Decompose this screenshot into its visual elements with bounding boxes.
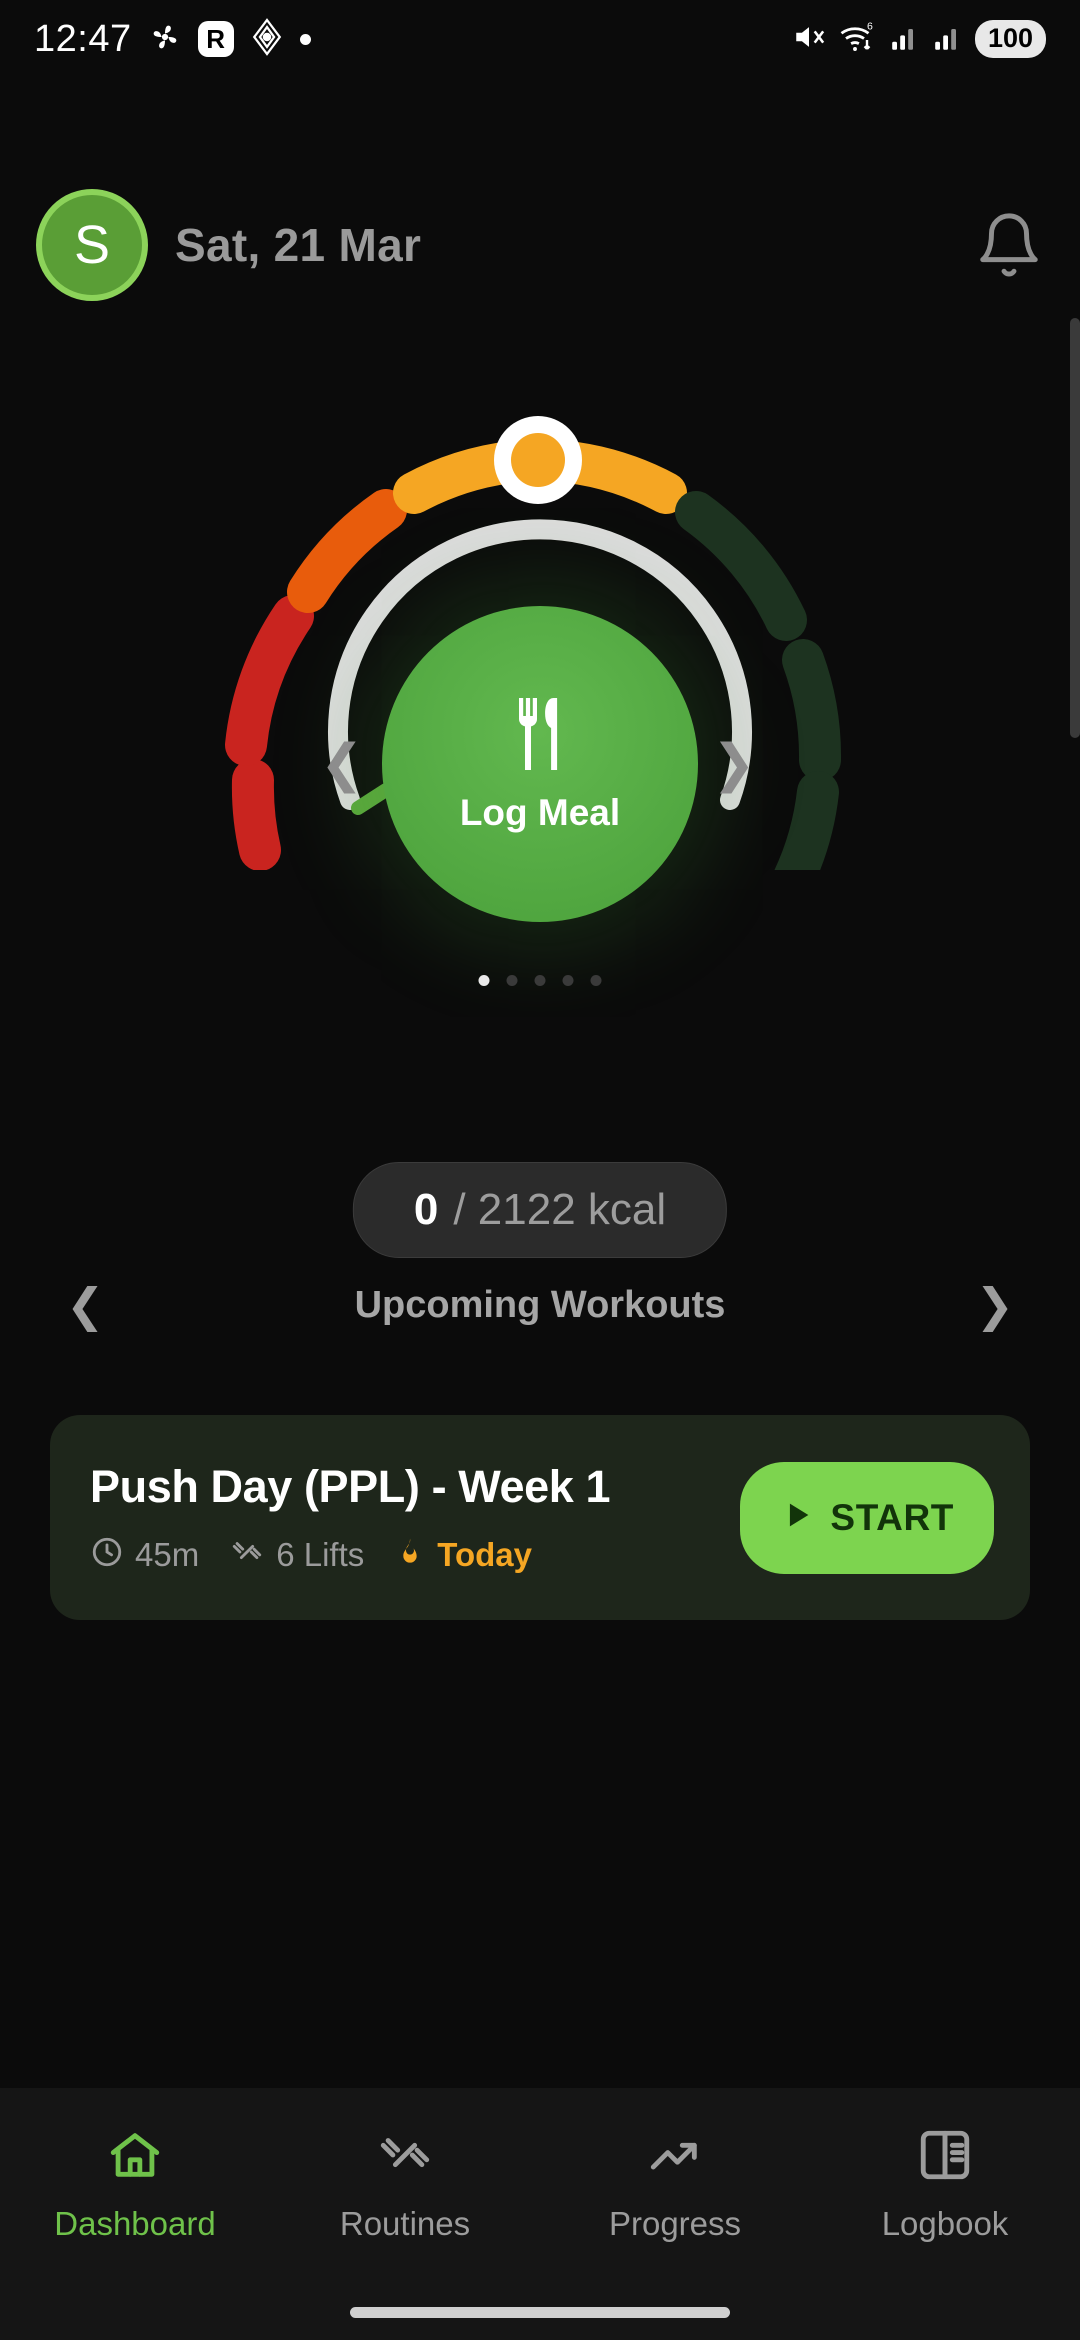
workout-when-label: Today xyxy=(437,1535,532,1573)
carousel-dot[interactable] xyxy=(478,975,490,986)
clock-icon xyxy=(90,1535,124,1574)
workout-duration: 45m xyxy=(90,1535,199,1574)
log-meal-button[interactable]: Log Meal xyxy=(382,606,698,922)
dot-icon xyxy=(299,33,311,45)
workout-lifts-label: 6 Lifts xyxy=(276,1535,365,1573)
workout-meta: 45m 6 Lifts Today xyxy=(90,1535,740,1574)
calories-goal: / 2122 kcal xyxy=(453,1185,667,1234)
signal-icon xyxy=(932,21,964,58)
cutlery-icon xyxy=(503,695,577,778)
carousel-dots xyxy=(478,975,602,986)
carousel-dot[interactable] xyxy=(534,975,546,986)
mute-icon xyxy=(791,20,827,59)
gauge-progress-tick xyxy=(351,783,393,815)
trending-up-icon xyxy=(646,2126,704,2189)
gauge-segment-orange xyxy=(287,489,407,613)
fan-icon xyxy=(148,20,182,59)
log-meal-label: Log Meal xyxy=(459,791,621,833)
workout-title: Push Day (PPL) - Week 1 xyxy=(90,1461,611,1512)
bottom-navigation: Dashboard Routines Progress Logbook xyxy=(0,2088,1080,2340)
svg-text:6: 6 xyxy=(867,20,873,32)
battery-indicator: 100 xyxy=(974,20,1046,58)
status-bar-left: 12:47 R xyxy=(34,18,311,61)
wifi-icon: 6 xyxy=(838,19,878,60)
status-bar-right: 6 100 xyxy=(791,19,1046,60)
home-icon xyxy=(106,2126,164,2189)
signal-icon xyxy=(889,21,921,58)
play-icon xyxy=(780,1498,814,1537)
status-bar: 12:47 R xyxy=(0,0,1080,78)
diamond-icon xyxy=(250,17,284,61)
flame-icon xyxy=(394,1535,426,1574)
nav-label-dashboard: Dashboard xyxy=(54,2205,216,2242)
nav-label-routines: Routines xyxy=(339,2205,471,2242)
carousel-dot[interactable] xyxy=(590,975,602,986)
avatar-initial: S xyxy=(73,215,111,275)
upcoming-workouts-header: ❮ Upcoming Workouts ❯ xyxy=(0,1282,1080,1328)
home-indicator[interactable] xyxy=(350,2307,730,2318)
r-badge-icon: R xyxy=(197,21,234,57)
dumbbell-icon xyxy=(229,1535,265,1574)
carousel-dot[interactable] xyxy=(506,975,518,986)
calorie-gauge: Log Meal ❮ ❯ xyxy=(0,330,1080,986)
workout-lifts: 6 Lifts xyxy=(229,1535,364,1574)
nav-label-logbook: Logbook xyxy=(881,2205,1009,2242)
workout-when: Today xyxy=(394,1535,532,1574)
nav-item-logbook[interactable]: Logbook xyxy=(830,2126,1060,2243)
workouts-prev-button[interactable]: ❮ xyxy=(66,1279,105,1331)
page-title: Sat, 21 Mar xyxy=(175,219,422,271)
calorie-summary: 0 / 2122 kcal xyxy=(352,1162,728,1258)
scrollbar[interactable] xyxy=(1070,318,1080,738)
gauge-segment-red xyxy=(231,759,281,870)
status-time: 12:47 xyxy=(34,17,132,60)
gauge-segment-dark-green xyxy=(774,771,839,870)
avatar[interactable]: S xyxy=(36,189,148,301)
carousel-dot[interactable] xyxy=(562,975,574,986)
gauge-inner-track xyxy=(328,519,752,810)
workout-card[interactable]: Push Day (PPL) - Week 1 45m 6 Lifts xyxy=(50,1415,1030,1620)
book-icon xyxy=(916,2126,974,2189)
app-header: S Sat, 21 Mar xyxy=(0,186,1080,304)
gauge-segment-red xyxy=(225,595,314,766)
nav-label-progress: Progress xyxy=(608,2205,742,2242)
nav-item-routines[interactable]: Routines xyxy=(290,2126,520,2243)
gauge-next-button[interactable]: ❯ xyxy=(712,735,756,793)
workout-card-info: Push Day (PPL) - Week 1 45m 6 Lifts xyxy=(90,1461,740,1574)
start-label: START xyxy=(830,1496,954,1538)
upcoming-workouts-title: Upcoming Workouts xyxy=(354,1283,726,1326)
workout-duration-label: 45m xyxy=(135,1535,200,1573)
gauge-arcs xyxy=(225,416,842,870)
gauge-prev-button[interactable]: ❮ xyxy=(320,735,364,793)
gauge-segment-dark-green xyxy=(782,639,842,781)
workouts-next-button[interactable]: ❯ xyxy=(975,1279,1014,1331)
nav-item-dashboard[interactable]: Dashboard xyxy=(20,2126,250,2243)
nav-item-progress[interactable]: Progress xyxy=(560,2126,790,2243)
calories-consumed: 0 xyxy=(413,1185,439,1234)
start-workout-button[interactable]: START xyxy=(740,1461,994,1574)
target-knob[interactable] xyxy=(494,416,582,504)
bell-icon[interactable] xyxy=(974,210,1044,280)
gauge-segment-dark-green xyxy=(675,491,807,641)
dumbbell-icon xyxy=(376,2126,434,2189)
